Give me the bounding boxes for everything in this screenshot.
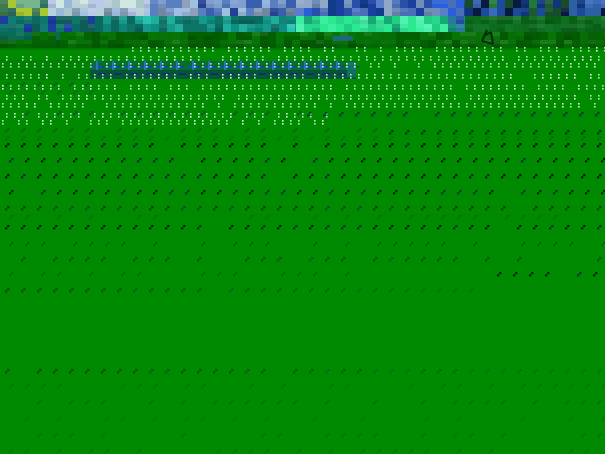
- desktop-viewport[interactable]: [0, 0, 605, 454]
- remote-desktop-frame: [0, 0, 605, 454]
